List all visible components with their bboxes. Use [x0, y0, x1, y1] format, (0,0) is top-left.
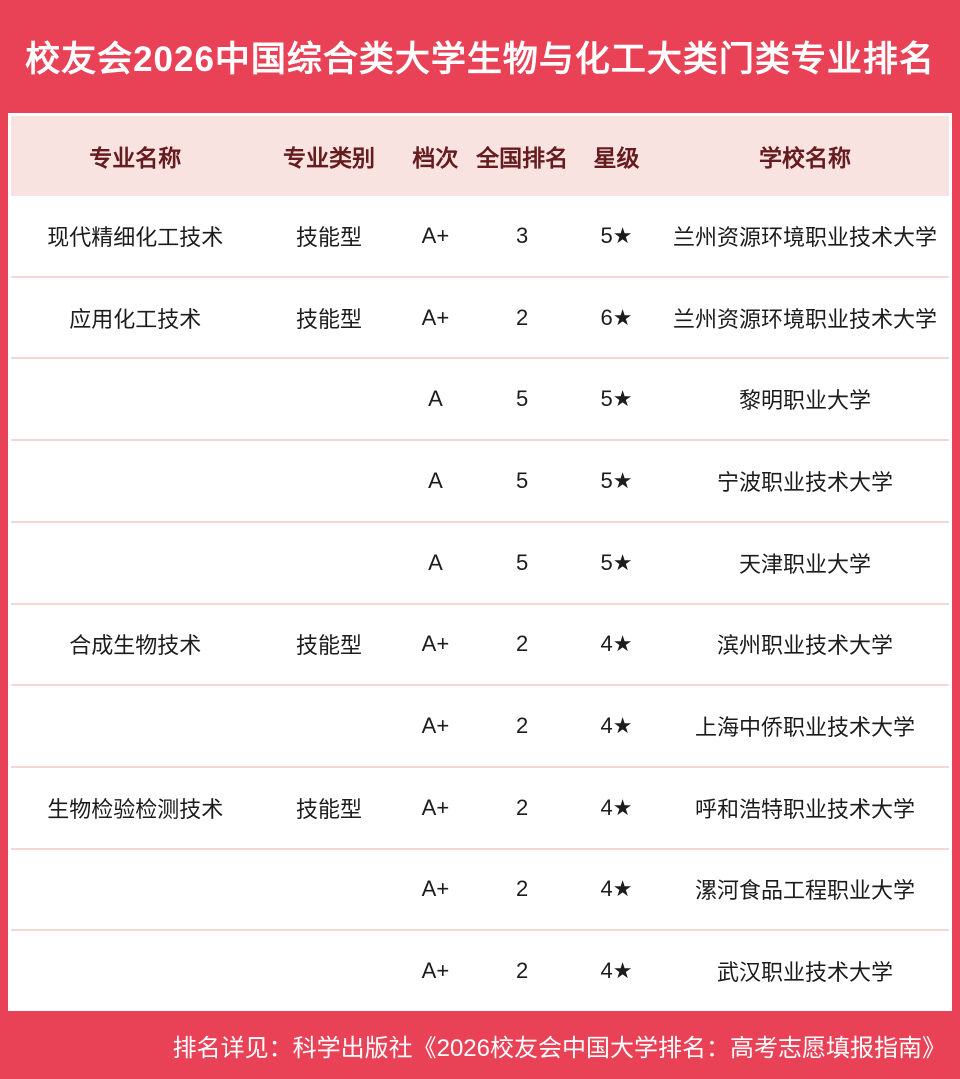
table-body: 现代精细化工技术 技能型 A+ 3 5★ 兰州资源环境职业技术大学 应用化工技术 技能型 A+ 2… — [11, 196, 949, 1012]
cell-major-name — [11, 359, 260, 439]
cell-major-category: 技能型 — [295, 224, 362, 250]
cell-school-name: 漯河食品工程职业大学 — [694, 878, 915, 904]
column-header-major-name: 专业名称 — [89, 145, 182, 171]
table-row: A+ 2 4★ 上海中侨职业技术大学 — [11, 684, 949, 766]
cell-major-name — [11, 441, 260, 521]
cell-national-rank: 3 — [516, 222, 529, 248]
cell-star-rating: 4★ — [600, 958, 633, 984]
cell-school-name: 兰州资源环境职业技术大学 — [672, 224, 937, 250]
column-header-major-category: 专业类别 — [282, 145, 375, 171]
cell-star-rating: 4★ — [600, 631, 633, 657]
column-header-grade: 档次 — [412, 145, 459, 171]
cell-star-rating: 5★ — [600, 467, 633, 493]
cell-national-rank: 5 — [516, 467, 529, 493]
cell-major-category — [260, 686, 399, 766]
cell-grade: A+ — [421, 222, 450, 248]
table-row: 现代精细化工技术 技能型 A+ 3 5★ 兰州资源环境职业技术大学 — [11, 196, 949, 276]
table-header-row: 专业名称 专业类别 档次 全国排名 星级 学校名称 — [11, 116, 949, 196]
column-header-school-name: 学校名称 — [758, 145, 851, 171]
table-row: A 5 5★ 天津职业大学 — [11, 520, 949, 603]
cell-star-rating: 4★ — [600, 876, 633, 902]
cell-major-category — [260, 359, 399, 439]
cell-major-name — [11, 686, 260, 766]
table-row: 生物检验检测技术 技能型 A+ 2 4★ 呼和浩特职业技术大学 — [11, 765, 949, 848]
cell-major-category: 技能型 — [295, 306, 362, 332]
cell-school-name: 滨州职业技术大学 — [716, 633, 893, 659]
page-title: 校友会2026中国综合类大学生物与化工大类门类专业排名 — [25, 40, 935, 79]
footer-note: 排名详见：科学出版社《2026校友会中国大学排名：高考志愿填报指南》 — [172, 1034, 946, 1062]
cell-major-category — [260, 850, 399, 930]
cell-school-name: 武汉职业技术大学 — [716, 960, 893, 986]
cell-grade: A+ — [421, 304, 450, 330]
cell-star-rating: 4★ — [600, 794, 633, 820]
cell-major-name: 应用化工技术 — [69, 306, 202, 332]
column-header-star-rating: 星级 — [593, 145, 640, 171]
cell-grade: A+ — [421, 713, 450, 739]
cell-major-name — [11, 931, 260, 1011]
cell-national-rank: 2 — [516, 631, 529, 657]
cell-star-rating: 6★ — [600, 304, 633, 330]
cell-major-category — [260, 441, 399, 521]
cell-major-name: 现代精细化工技术 — [47, 224, 224, 250]
cell-major-category: 技能型 — [295, 633, 362, 659]
table-row: 应用化工技术 技能型 A+ 2 6★ 兰州资源环境职业技术大学 — [11, 275, 949, 358]
cell-national-rank: 2 — [516, 876, 529, 902]
cell-star-rating: 4★ — [600, 713, 633, 739]
cell-major-name: 生物检验检测技术 — [47, 796, 224, 822]
cell-national-rank: 5 — [516, 386, 529, 412]
table-row: A+ 2 4★ 漯河食品工程职业大学 — [11, 847, 949, 930]
table-row: A 5 5★ 宁波职业技术大学 — [11, 439, 949, 521]
cell-grade: A+ — [421, 794, 450, 820]
cell-grade: A+ — [421, 958, 450, 984]
cell-star-rating: 5★ — [600, 386, 633, 412]
title-banner: 校友会2026中国综合类大学生物与化工大类门类专业排名 — [0, 0, 960, 113]
cell-national-rank: 2 — [516, 713, 529, 739]
cell-grade: A+ — [421, 876, 450, 902]
cell-grade: A — [428, 467, 443, 493]
cell-grade: A — [428, 386, 443, 412]
cell-major-category: 技能型 — [295, 796, 362, 822]
cell-national-rank: 5 — [516, 549, 529, 575]
cell-major-category — [260, 931, 399, 1011]
cell-grade: A — [428, 549, 443, 575]
table-row: A 5 5★ 黎明职业大学 — [11, 357, 949, 440]
footer-banner: 排名详见：科学出版社《2026校友会中国大学排名：高考志愿填报指南》 — [0, 1011, 960, 1079]
table-row: A+ 2 4★ 武汉职业技术大学 — [11, 929, 949, 1012]
cell-star-rating: 5★ — [600, 222, 633, 248]
column-header-national-rank: 全国排名 — [476, 145, 569, 171]
ranking-table: 专业名称 专业类别 档次 全国排名 星级 学校名称 现代精细化工技术 技能型 A+ 3… — [8, 113, 952, 1012]
cell-national-rank: 2 — [516, 304, 529, 330]
cell-major-category — [260, 523, 399, 603]
cell-school-name: 上海中侨职业技术大学 — [694, 715, 915, 741]
cell-grade: A+ — [421, 631, 450, 657]
cell-major-name — [11, 523, 260, 603]
cell-school-name: 天津职业大学 — [738, 551, 871, 577]
table-row: 合成生物技术 技能型 A+ 2 4★ 滨州职业技术大学 — [11, 602, 949, 685]
cell-school-name: 黎明职业大学 — [738, 388, 871, 414]
cell-school-name: 宁波职业技术大学 — [716, 469, 893, 495]
cell-school-name: 呼和浩特职业技术大学 — [694, 796, 915, 822]
cell-school-name: 兰州资源环境职业技术大学 — [672, 306, 937, 332]
cell-national-rank: 2 — [516, 958, 529, 984]
cell-national-rank: 2 — [516, 794, 529, 820]
cell-star-rating: 5★ — [600, 549, 633, 575]
cell-major-name — [11, 850, 260, 930]
cell-major-name: 合成生物技术 — [69, 633, 202, 659]
